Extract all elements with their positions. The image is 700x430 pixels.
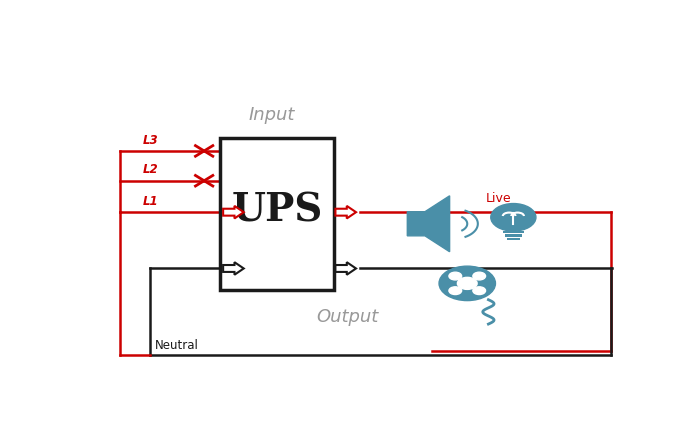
Bar — [505, 234, 522, 237]
Text: Output: Output — [317, 308, 379, 326]
Bar — [220, 138, 335, 290]
Text: Input: Input — [248, 107, 295, 124]
Polygon shape — [223, 206, 244, 218]
Circle shape — [473, 272, 486, 280]
Circle shape — [449, 272, 461, 280]
Polygon shape — [223, 262, 244, 275]
Polygon shape — [335, 262, 356, 275]
Bar — [507, 237, 519, 240]
Text: Neutral: Neutral — [155, 339, 200, 352]
Circle shape — [449, 287, 461, 295]
Text: L2: L2 — [143, 163, 158, 176]
Circle shape — [491, 203, 536, 231]
Text: L3: L3 — [143, 134, 158, 147]
Text: L1: L1 — [143, 195, 158, 208]
Text: Live: Live — [485, 192, 511, 205]
Circle shape — [457, 277, 477, 289]
Text: UPS: UPS — [232, 191, 323, 230]
Polygon shape — [407, 196, 449, 252]
Circle shape — [439, 266, 496, 301]
Polygon shape — [335, 206, 356, 218]
Bar — [503, 230, 524, 233]
Circle shape — [473, 287, 486, 295]
